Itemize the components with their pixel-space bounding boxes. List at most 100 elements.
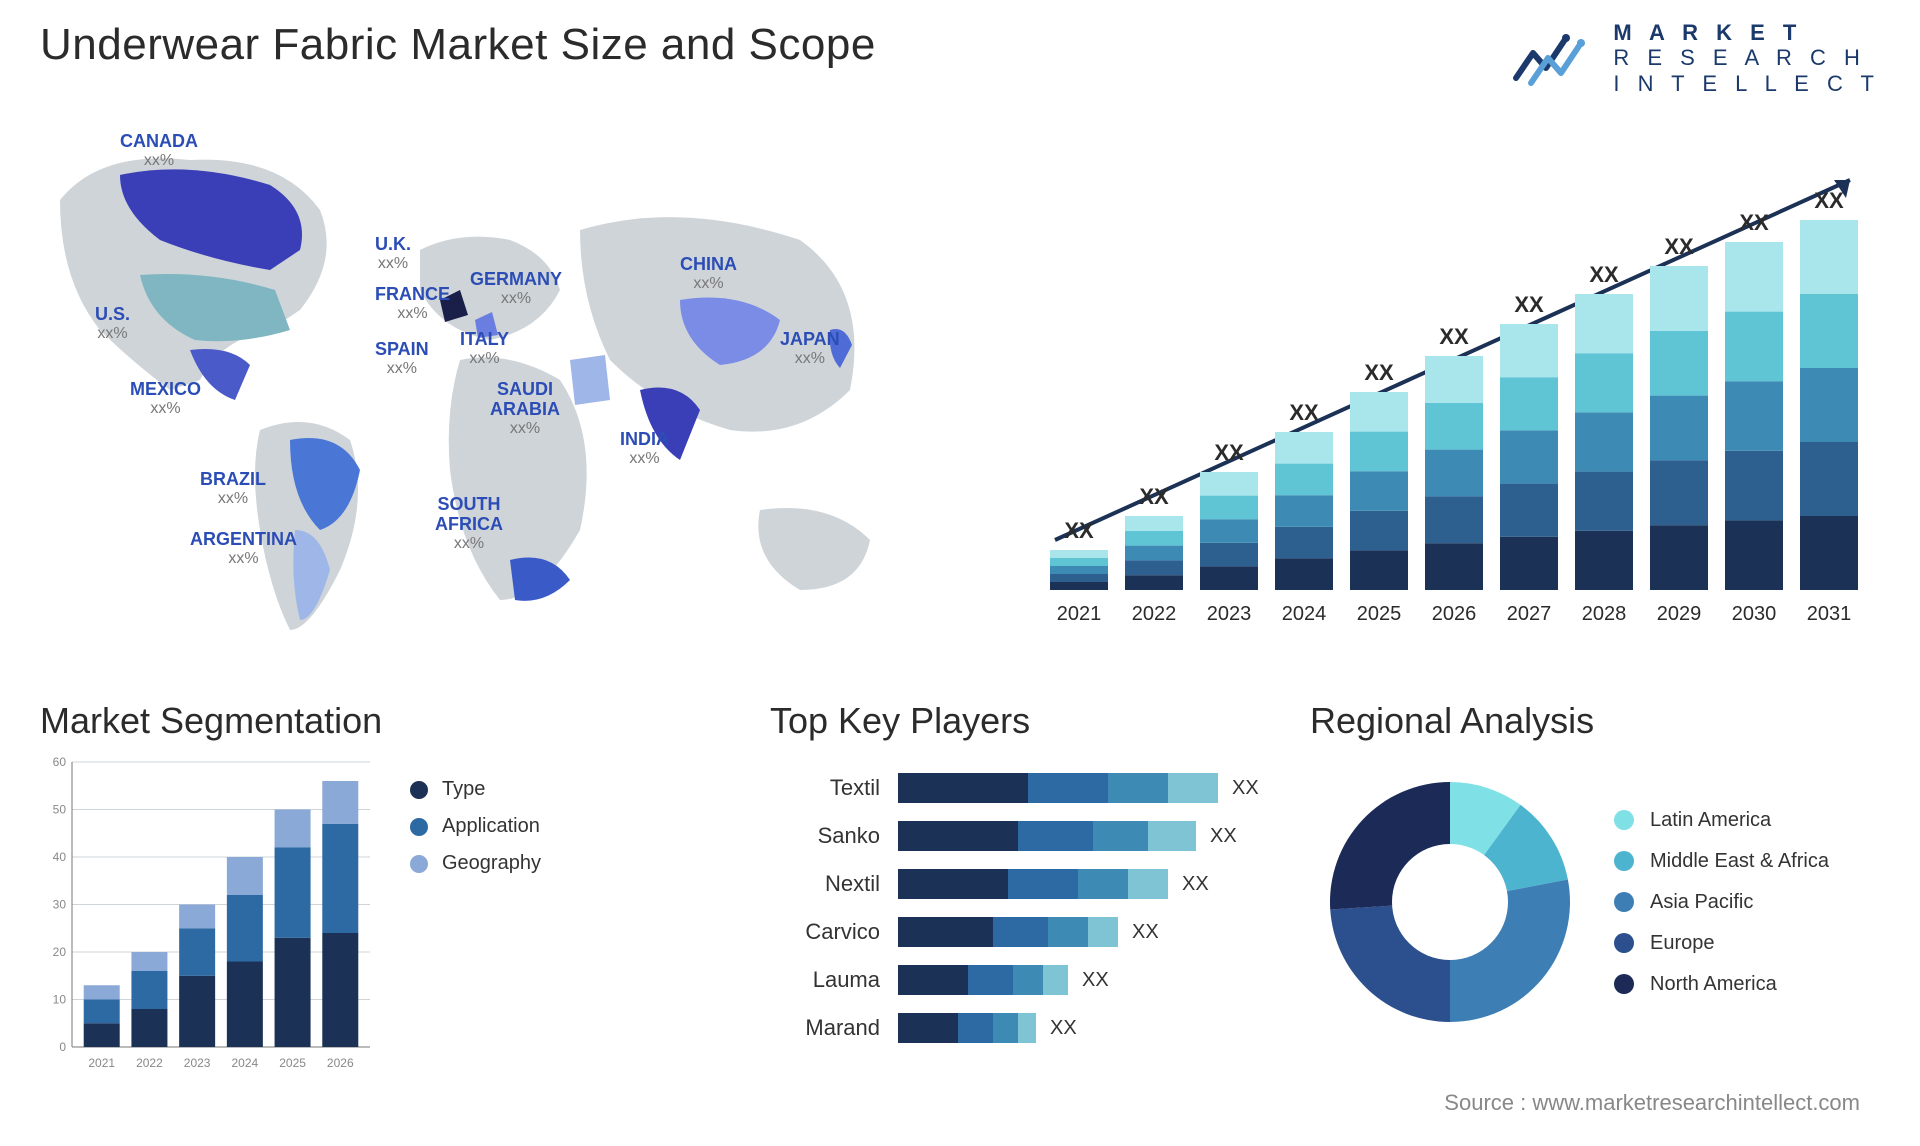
svg-text:2024: 2024: [1282, 603, 1327, 625]
regional-panel: Regional Analysis Latin America Middle Ea…: [1310, 700, 1880, 1042]
player-row: Carvico XX: [770, 910, 1260, 954]
player-value: XX: [1232, 777, 1259, 800]
players-panel: Top Key Players TextilXXSankoXXNextilXXC…: [770, 700, 1260, 1054]
segmentation-legend-item: Application: [410, 815, 541, 838]
country-label: U.K.xx%: [375, 235, 411, 272]
country-label: SPAINxx%: [375, 340, 429, 377]
player-row: Sanko XX: [770, 814, 1260, 858]
svg-text:2025: 2025: [1357, 603, 1402, 625]
player-value: XX: [1050, 1017, 1077, 1040]
segmentation-legend: Type Application Geography: [410, 764, 541, 889]
player-value: XX: [1210, 825, 1237, 848]
country-label: U.S.xx%: [95, 305, 130, 342]
svg-text:XX: XX: [1514, 292, 1544, 317]
player-name: Carvico: [770, 919, 880, 945]
svg-text:2021: 2021: [88, 1056, 115, 1070]
regional-donut-svg: [1310, 762, 1590, 1042]
player-value: XX: [1182, 873, 1209, 896]
svg-text:2023: 2023: [184, 1056, 211, 1070]
country-label: BRAZILxx%: [200, 470, 266, 507]
svg-text:2029: 2029: [1657, 603, 1702, 625]
player-name: Lauma: [770, 967, 880, 993]
svg-text:2022: 2022: [1132, 603, 1177, 625]
svg-text:30: 30: [53, 898, 67, 912]
svg-text:XX: XX: [1589, 262, 1619, 287]
country-label: CHINAxx%: [680, 255, 737, 292]
growth-chart-svg: XX 2021 XX 2022 XX 2023 XX 2024 XX 2025 XX 2026 XX 20…: [1040, 140, 1880, 640]
segmentation-legend-item: Type: [410, 778, 541, 801]
source-text: Source : www.marketresearchintellect.com: [1444, 1090, 1860, 1116]
header: Underwear Fabric Market Size and Scope M…: [40, 20, 1880, 96]
player-bar: [898, 869, 1168, 899]
brand-text: M A R K E T R E S E A R C H I N T E L L …: [1613, 20, 1880, 96]
player-bar: [898, 1013, 1036, 1043]
svg-text:10: 10: [53, 993, 67, 1007]
regional-title: Regional Analysis: [1310, 700, 1880, 742]
svg-text:60: 60: [53, 755, 67, 769]
segmentation-svg: 0102030405060202120222023202420252026: [40, 752, 380, 1082]
svg-text:40: 40: [53, 850, 67, 864]
svg-text:XX: XX: [1739, 210, 1769, 235]
svg-text:2027: 2027: [1507, 603, 1552, 625]
growth-chart: XX 2021 XX 2022 XX 2023 XX 2024 XX 2025 XX 2026 XX 20…: [1040, 140, 1880, 640]
country-label: JAPANxx%: [780, 330, 840, 367]
brand-mark-icon: [1511, 23, 1601, 93]
regional-body: Latin America Middle East & Africa Asia Pa…: [1310, 762, 1880, 1042]
country-label: SAUDIARABIAxx%: [490, 380, 560, 437]
svg-text:2028: 2028: [1582, 603, 1627, 625]
regional-legend-item: Latin America: [1614, 809, 1829, 832]
player-value: XX: [1082, 969, 1109, 992]
svg-text:XX: XX: [1814, 188, 1844, 213]
country-label: FRANCExx%: [375, 285, 450, 322]
regional-legend-item: Asia Pacific: [1614, 891, 1829, 914]
svg-text:2030: 2030: [1732, 603, 1777, 625]
players-title: Top Key Players: [770, 700, 1260, 742]
country-label: GERMANYxx%: [470, 270, 562, 307]
svg-text:2023: 2023: [1207, 603, 1252, 625]
svg-text:2026: 2026: [327, 1056, 354, 1070]
country-label: INDIAxx%: [620, 430, 669, 467]
svg-text:0: 0: [59, 1040, 66, 1054]
page-title: Underwear Fabric Market Size and Scope: [40, 20, 876, 70]
player-row: Marand XX: [770, 1006, 1260, 1050]
segmentation-chart-wrap: 0102030405060202120222023202420252026 Ty…: [40, 752, 570, 1082]
svg-text:XX: XX: [1364, 360, 1394, 385]
svg-text:2021: 2021: [1057, 603, 1102, 625]
svg-text:2022: 2022: [136, 1056, 163, 1070]
player-bar: [898, 965, 1068, 995]
regional-legend-item: Middle East & Africa: [1614, 850, 1829, 873]
player-row: Lauma XX: [770, 958, 1260, 1002]
svg-text:2025: 2025: [279, 1056, 306, 1070]
country-label: SOUTHAFRICAxx%: [435, 495, 503, 552]
player-bar: [898, 773, 1218, 803]
svg-text:2024: 2024: [232, 1056, 259, 1070]
player-value: XX: [1132, 921, 1159, 944]
player-bar: [898, 917, 1118, 947]
player-name: Textil: [770, 775, 880, 801]
svg-text:XX: XX: [1439, 324, 1469, 349]
svg-text:XX: XX: [1064, 518, 1094, 543]
world-map: CANADAxx% U.S.xx% MEXICOxx% BRAZILxx% ARGENT…: [40, 130, 940, 650]
svg-text:XX: XX: [1214, 440, 1244, 465]
player-name: Nextil: [770, 871, 880, 897]
svg-text:XX: XX: [1139, 484, 1169, 509]
regional-legend-item: Europe: [1614, 932, 1829, 955]
player-row: Nextil XX: [770, 862, 1260, 906]
segmentation-legend-item: Geography: [410, 852, 541, 875]
player-name: Marand: [770, 1015, 880, 1041]
country-label: CANADAxx%: [120, 132, 198, 169]
player-bar: [898, 821, 1196, 851]
player-name: Sanko: [770, 823, 880, 849]
country-label: ARGENTINAxx%: [190, 530, 297, 567]
svg-text:2031: 2031: [1807, 603, 1852, 625]
country-label: ITALYxx%: [460, 330, 509, 367]
svg-text:20: 20: [53, 945, 67, 959]
segmentation-title: Market Segmentation: [40, 700, 570, 742]
regional-legend-item: North America: [1614, 973, 1829, 996]
svg-text:2026: 2026: [1432, 603, 1477, 625]
players-body: TextilXXSankoXXNextilXXCarvicoXXLaumaXXM…: [770, 766, 1260, 1050]
country-label: MEXICOxx%: [130, 380, 201, 417]
segmentation-panel: Market Segmentation 01020304050602021202…: [40, 700, 570, 1082]
svg-text:XX: XX: [1664, 234, 1694, 259]
svg-text:XX: XX: [1289, 400, 1319, 425]
